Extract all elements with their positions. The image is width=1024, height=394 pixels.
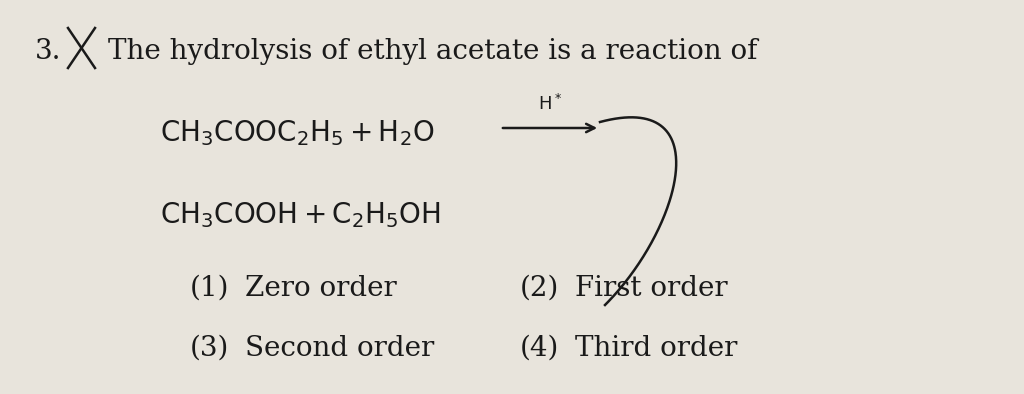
Text: The hydrolysis of ethyl acetate is a reaction of: The hydrolysis of ethyl acetate is a rea… xyxy=(108,38,758,65)
Text: 3.: 3. xyxy=(35,38,61,65)
Text: First order: First order xyxy=(575,275,728,302)
Text: Second order: Second order xyxy=(245,335,434,362)
Text: $\mathrm{CH_3COOH + C_2H_5OH}$: $\mathrm{CH_3COOH + C_2H_5OH}$ xyxy=(160,200,440,230)
Text: $\mathrm{CH_3COOC_2H_5 + H_2O}$: $\mathrm{CH_3COOC_2H_5 + H_2O}$ xyxy=(160,118,434,148)
Text: (4): (4) xyxy=(520,335,559,362)
Text: Zero order: Zero order xyxy=(245,275,396,302)
Text: (2): (2) xyxy=(520,275,559,302)
Text: $\mathrm{H^*}$: $\mathrm{H^*}$ xyxy=(538,94,562,114)
Text: (1): (1) xyxy=(190,275,229,302)
Text: (3): (3) xyxy=(190,335,229,362)
Text: Third order: Third order xyxy=(575,335,737,362)
